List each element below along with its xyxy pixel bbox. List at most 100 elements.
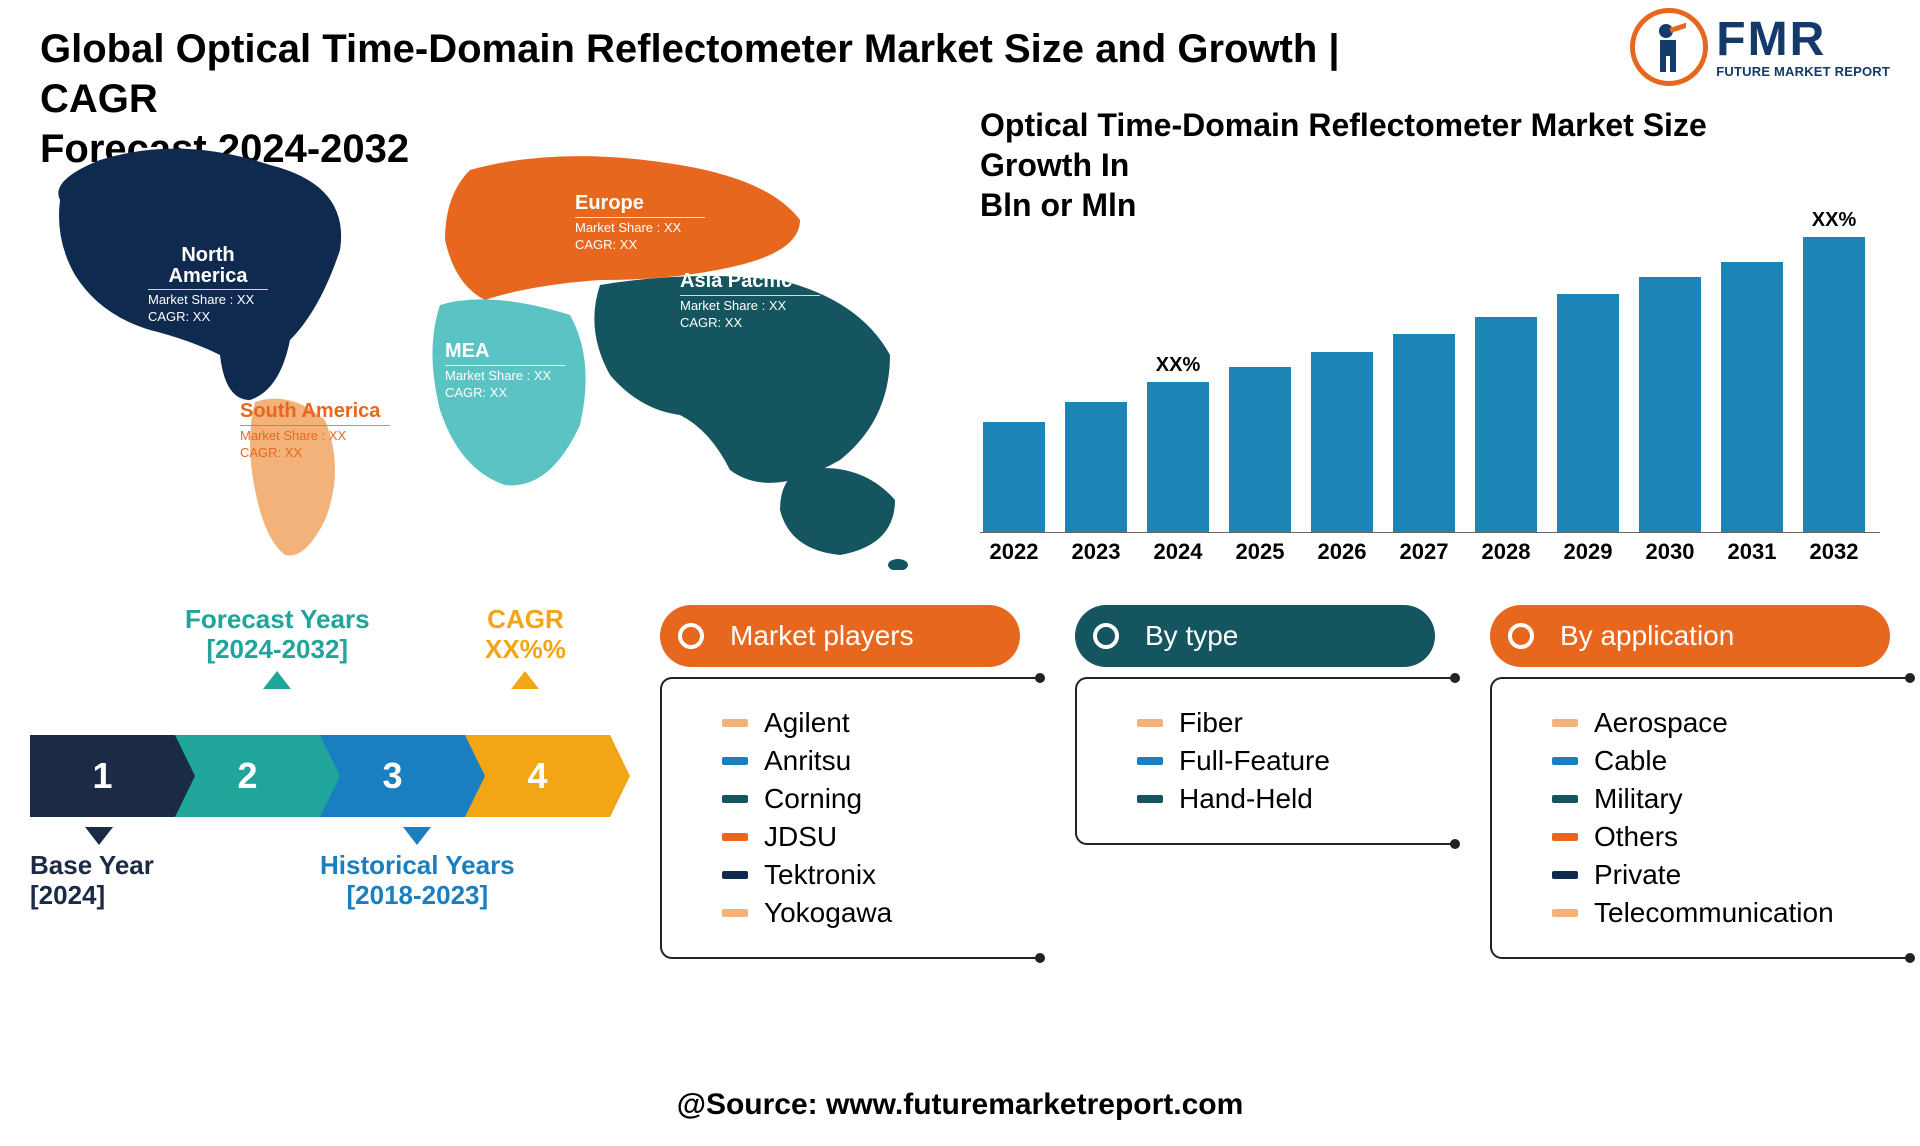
list-item: Military: [1552, 783, 1890, 815]
list-item: Yokogawa: [722, 897, 1020, 929]
label-south-america: South America Market Share : XX CAGR: XX: [240, 400, 390, 460]
list-item: Cable: [1552, 745, 1890, 777]
tl-seg-4: 4: [465, 735, 610, 817]
ap-name: Asia Pacific: [680, 270, 792, 292]
bar-2023: [1062, 402, 1130, 532]
tl-seg-1: 1: [30, 735, 175, 817]
chart-xaxis: 2022202320242025202620272028202920302031…: [980, 539, 1880, 565]
xaxis-tick: 2023: [1062, 539, 1130, 565]
bar-2031: [1718, 262, 1786, 532]
bullet-icon: [1552, 719, 1578, 727]
eu-name: Europe: [575, 192, 644, 214]
forecast-sub: [2024-2032]: [206, 634, 348, 664]
bar-rect: [1229, 367, 1291, 532]
na-name: NorthAmerica: [148, 245, 268, 287]
bullet-icon: [1552, 757, 1578, 765]
list-item: Others: [1552, 821, 1890, 853]
players-header: Market players: [730, 620, 914, 652]
historical-years-label: Historical Years [2018-2023]: [320, 827, 515, 911]
bullet-icon: [722, 871, 748, 879]
list-item-label: Others: [1594, 821, 1678, 853]
eu-cagr: CAGR: XX: [575, 237, 705, 252]
list-item-label: Cable: [1594, 745, 1667, 777]
list-item: Corning: [722, 783, 1020, 815]
section-by-type: By type FiberFull-FeatureHand-Held: [1075, 605, 1435, 845]
sa-name: South America: [240, 400, 380, 422]
list-item-label: Full-Feature: [1179, 745, 1330, 777]
mea-name: MEA: [445, 340, 489, 362]
pill-dot-icon: [678, 623, 704, 649]
bullet-icon: [722, 833, 748, 841]
section-by-application: By application AerospaceCableMilitaryOth…: [1490, 605, 1890, 959]
chart-bars: XX% XX%: [980, 233, 1880, 533]
label-north-america: NorthAmerica Market Share : XX CAGR: XX: [148, 245, 268, 324]
bar-value-label: XX%: [1156, 354, 1200, 377]
pill-by-type: By type: [1075, 605, 1435, 667]
list-item-label: Telecommunication: [1594, 897, 1834, 929]
bar-value-label: XX%: [1812, 209, 1856, 232]
bar-rect: XX%: [1803, 237, 1865, 532]
na-share: Market Share : XX: [148, 292, 268, 307]
xaxis-tick: 2022: [980, 539, 1048, 565]
xaxis-tick: 2025: [1226, 539, 1294, 565]
na-cagr: CAGR: XX: [148, 309, 268, 324]
bullet-icon: [1552, 871, 1578, 879]
cagr-sub: XX%%: [485, 634, 566, 664]
ap-share: Market Share : XX: [680, 298, 820, 313]
tl-seg-2: 2: [175, 735, 320, 817]
type-header: By type: [1145, 620, 1238, 652]
pill-dot-icon: [1093, 623, 1119, 649]
xaxis-tick: 2024: [1144, 539, 1212, 565]
bullet-icon: [722, 909, 748, 917]
list-item: Tektronix: [722, 859, 1020, 891]
bar-rect: [1639, 277, 1701, 532]
bar-rect: [1721, 262, 1783, 532]
eu-share: Market Share : XX: [575, 220, 705, 235]
bar-rect: [1475, 317, 1537, 532]
bullet-icon: [1552, 833, 1578, 841]
list-item: Telecommunication: [1552, 897, 1890, 929]
bar-2025: [1226, 367, 1294, 532]
list-item-label: Fiber: [1179, 707, 1243, 739]
bullet-icon: [1552, 795, 1578, 803]
region-australia: [780, 468, 895, 555]
telescope-person-icon: [1652, 22, 1686, 72]
xaxis-tick: 2028: [1472, 539, 1540, 565]
hist-sub: [2018-2023]: [347, 880, 489, 910]
list-item: Private: [1552, 859, 1890, 891]
bullet-icon: [1552, 909, 1578, 917]
tl-n-2: 2: [237, 755, 257, 797]
sa-share: Market Share : XX: [240, 428, 390, 443]
mea-share: Market Share : XX: [445, 368, 565, 383]
xaxis-tick: 2030: [1636, 539, 1704, 565]
bar-rect: XX%: [1147, 382, 1209, 532]
bullet-icon: [722, 719, 748, 727]
list-item: Fiber: [1137, 707, 1435, 739]
section-market-players: Market players AgilentAnritsuCorningJDSU…: [660, 605, 1020, 959]
logo-fmr-text: FMR: [1716, 16, 1890, 64]
base-sub: [2024]: [30, 880, 105, 910]
base-title: Base Year: [30, 850, 154, 880]
players-list: AgilentAnritsuCorningJDSUTektronixYokoga…: [660, 677, 1020, 959]
list-item-label: Yokogawa: [764, 897, 892, 929]
bullet-icon: [1137, 795, 1163, 803]
bullet-icon: [722, 795, 748, 803]
bullet-icon: [1137, 719, 1163, 727]
list-item: JDSU: [722, 821, 1020, 853]
ap-cagr: CAGR: XX: [680, 315, 820, 330]
label-mea: MEA Market Share : XX CAGR: XX: [445, 340, 565, 400]
label-europe: Europe Market Share : XX CAGR: XX: [575, 192, 705, 252]
region-nz: [888, 559, 908, 570]
source-attribution: @Source: www.futuremarketreport.com: [677, 1088, 1244, 1122]
type-list: FiberFull-FeatureHand-Held: [1075, 677, 1435, 845]
sa-cagr: CAGR: XX: [240, 445, 390, 460]
world-map: NorthAmerica Market Share : XX CAGR: XX …: [40, 140, 910, 570]
app-list: AerospaceCableMilitaryOthersPrivateTelec…: [1490, 677, 1890, 959]
list-item-label: JDSU: [764, 821, 837, 853]
bar-rect: [1311, 352, 1373, 532]
cagr-title: CAGR: [487, 604, 564, 634]
pill-market-players: Market players: [660, 605, 1020, 667]
tl-n-1: 1: [92, 755, 112, 797]
chart-title: Optical Time-Domain Reflectometer Market…: [980, 105, 1730, 225]
hist-title: Historical Years: [320, 850, 515, 880]
